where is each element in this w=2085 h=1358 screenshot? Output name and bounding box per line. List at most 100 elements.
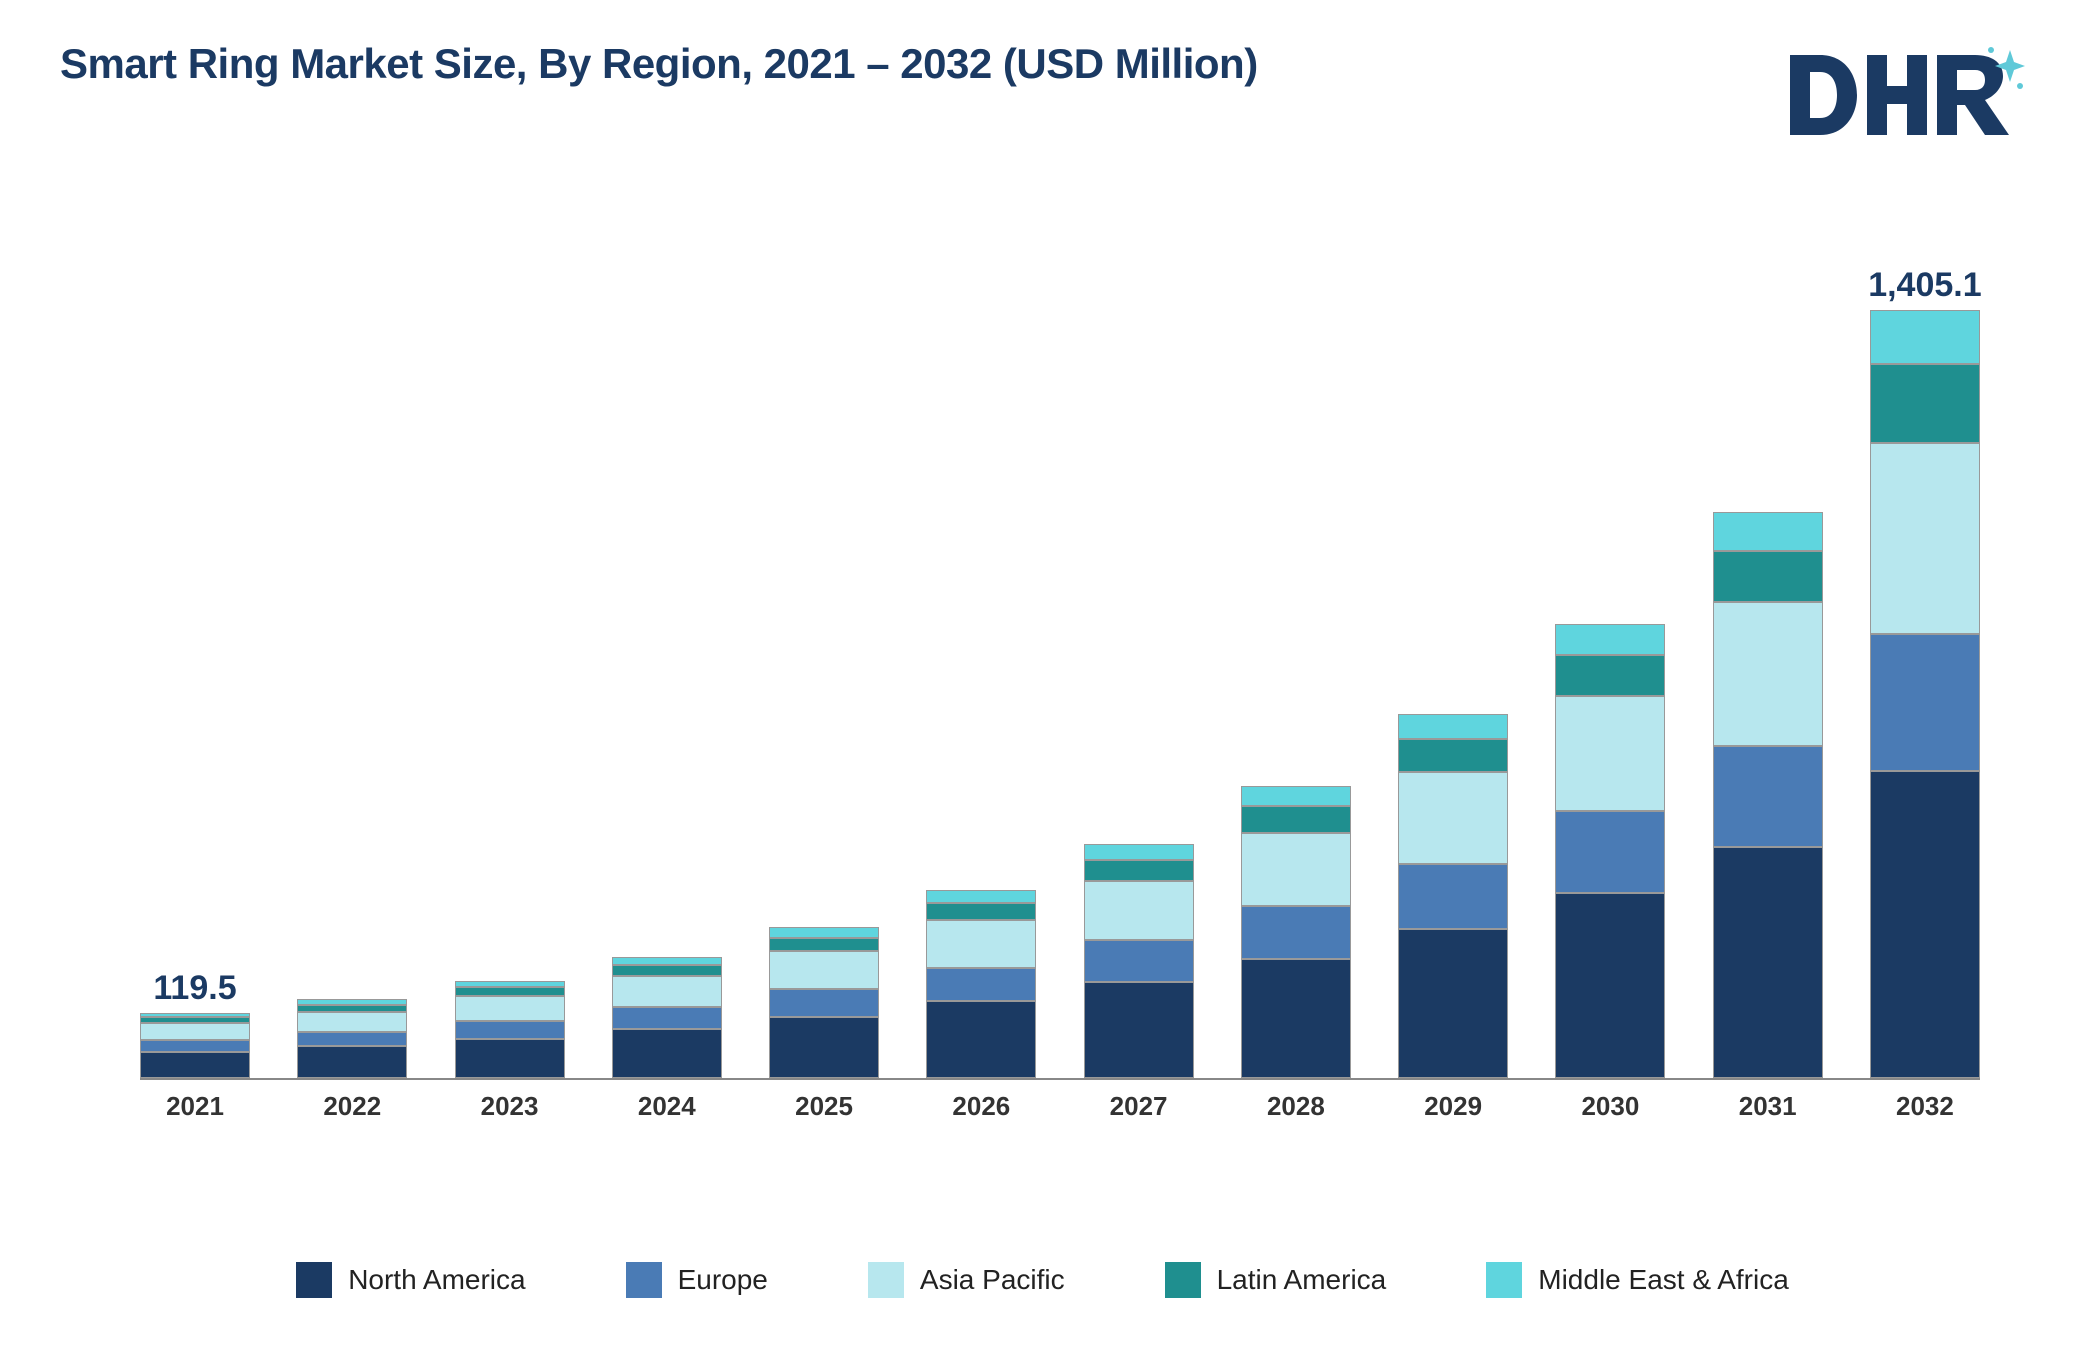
bar-segment xyxy=(297,1032,407,1047)
bar-segment xyxy=(926,903,1036,920)
bar-segment xyxy=(1555,696,1665,811)
bar-segment xyxy=(1084,982,1194,1078)
x-axis-label: 2027 xyxy=(1110,1091,1168,1122)
bar-segment xyxy=(1398,864,1508,930)
legend-label: Latin America xyxy=(1217,1264,1387,1296)
bar-group: 2027 xyxy=(1084,844,1194,1078)
bar-segment xyxy=(926,1001,1036,1078)
x-axis-label: 2022 xyxy=(323,1091,381,1122)
bar-segment xyxy=(1713,602,1823,745)
bar-segment xyxy=(297,1046,407,1078)
bar-segment xyxy=(1555,655,1665,696)
legend-item: Middle East & Africa xyxy=(1486,1262,1789,1298)
x-axis-label: 2028 xyxy=(1267,1091,1325,1122)
legend-label: North America xyxy=(348,1264,525,1296)
x-axis-label: 2026 xyxy=(952,1091,1010,1122)
bar-segment xyxy=(1555,893,1665,1078)
legend-swatch xyxy=(868,1262,904,1298)
bar-segment xyxy=(297,1012,407,1032)
legend-item: Latin America xyxy=(1165,1262,1387,1298)
x-axis-label: 2025 xyxy=(795,1091,853,1122)
bar-stack xyxy=(769,927,879,1078)
bar-segment xyxy=(297,1005,407,1012)
bar-segment xyxy=(769,1017,879,1078)
bar-group: 2028 xyxy=(1241,786,1351,1078)
bar-segment xyxy=(1555,811,1665,893)
bar-group: 2024 xyxy=(612,957,722,1078)
bar-segment xyxy=(140,1052,250,1078)
bar-segment xyxy=(1398,714,1508,739)
bar-stack xyxy=(1713,512,1823,1078)
bar-segment xyxy=(455,1021,565,1039)
bar-segment xyxy=(769,951,879,989)
x-axis-label: 2023 xyxy=(481,1091,539,1122)
bar-segment xyxy=(612,965,722,976)
x-axis-label: 2030 xyxy=(1581,1091,1639,1122)
bar-segment xyxy=(455,1039,565,1078)
bar-segment xyxy=(1870,771,1980,1078)
x-axis-label: 2024 xyxy=(638,1091,696,1122)
bar-stack xyxy=(1084,844,1194,1078)
bar-stack xyxy=(297,999,407,1078)
bar-stack xyxy=(926,890,1036,1078)
legend-label: Asia Pacific xyxy=(920,1264,1065,1296)
bar-segment xyxy=(1870,310,1980,364)
bar-segment xyxy=(926,890,1036,903)
legend-item: Europe xyxy=(626,1262,768,1298)
bar-segment xyxy=(455,996,565,1021)
bar-segment xyxy=(1555,624,1665,656)
bar-segment xyxy=(1398,929,1508,1078)
bar-segment xyxy=(1713,847,1823,1078)
bar-segment xyxy=(455,987,565,996)
bar-stack xyxy=(1555,624,1665,1078)
bar-segment xyxy=(1084,940,1194,982)
legend-label: Middle East & Africa xyxy=(1538,1264,1789,1296)
bar-segment xyxy=(1084,860,1194,881)
x-axis-label: 2021 xyxy=(166,1091,224,1122)
bar-group: 2029 xyxy=(1398,714,1508,1078)
bar-segment xyxy=(1870,364,1980,443)
x-axis-label: 2032 xyxy=(1896,1091,1954,1122)
brand-logo xyxy=(1785,40,2025,160)
legend-label: Europe xyxy=(678,1264,768,1296)
bar-group: 2025 xyxy=(769,927,879,1078)
bar-segment xyxy=(769,938,879,952)
bar-stack xyxy=(1398,714,1508,1078)
bar-segment xyxy=(1241,806,1351,832)
bar-value-label: 119.5 xyxy=(153,969,236,1008)
bar-stack xyxy=(612,957,722,1078)
bar-segment xyxy=(1398,772,1508,864)
bar-segment xyxy=(1398,739,1508,772)
bar-segment xyxy=(1713,512,1823,551)
chart-title: Smart Ring Market Size, By Region, 2021 … xyxy=(60,40,1258,88)
bar-stack xyxy=(455,981,565,1078)
bar-stack xyxy=(1870,310,1980,1078)
bar-group: 2023 xyxy=(455,981,565,1078)
bar-group: 2026 xyxy=(926,890,1036,1078)
bar-segment xyxy=(769,989,879,1016)
legend-swatch xyxy=(1486,1262,1522,1298)
bar-segment xyxy=(1241,906,1351,958)
bar-segment xyxy=(140,1040,250,1052)
x-axis-label: 2029 xyxy=(1424,1091,1482,1122)
bars-container: 119.52021 2022 2023 2024 2025 2026 2027 2028 202… xyxy=(140,260,1980,1080)
bar-segment xyxy=(1241,959,1351,1078)
legend-swatch xyxy=(296,1262,332,1298)
bar-segment xyxy=(1713,551,1823,602)
bar-stack xyxy=(140,1013,250,1078)
bar-segment xyxy=(1870,634,1980,771)
bar-group: 1,405.12032 xyxy=(1870,310,1980,1078)
bar-segment xyxy=(612,976,722,1007)
bar-group: 2031 xyxy=(1713,512,1823,1078)
bar-segment xyxy=(612,1029,722,1078)
bar-group: 2022 xyxy=(297,999,407,1078)
bar-segment xyxy=(612,957,722,965)
bar-segment xyxy=(1241,786,1351,806)
bar-group: 119.52021 xyxy=(140,1013,250,1078)
bar-segment xyxy=(1713,746,1823,848)
chart-legend: North America Europe Asia Pacific Latin Ame… xyxy=(0,1262,2085,1298)
x-axis-label: 2031 xyxy=(1739,1091,1797,1122)
legend-swatch xyxy=(626,1262,662,1298)
bar-stack xyxy=(1241,786,1351,1078)
bar-segment xyxy=(1870,443,1980,634)
